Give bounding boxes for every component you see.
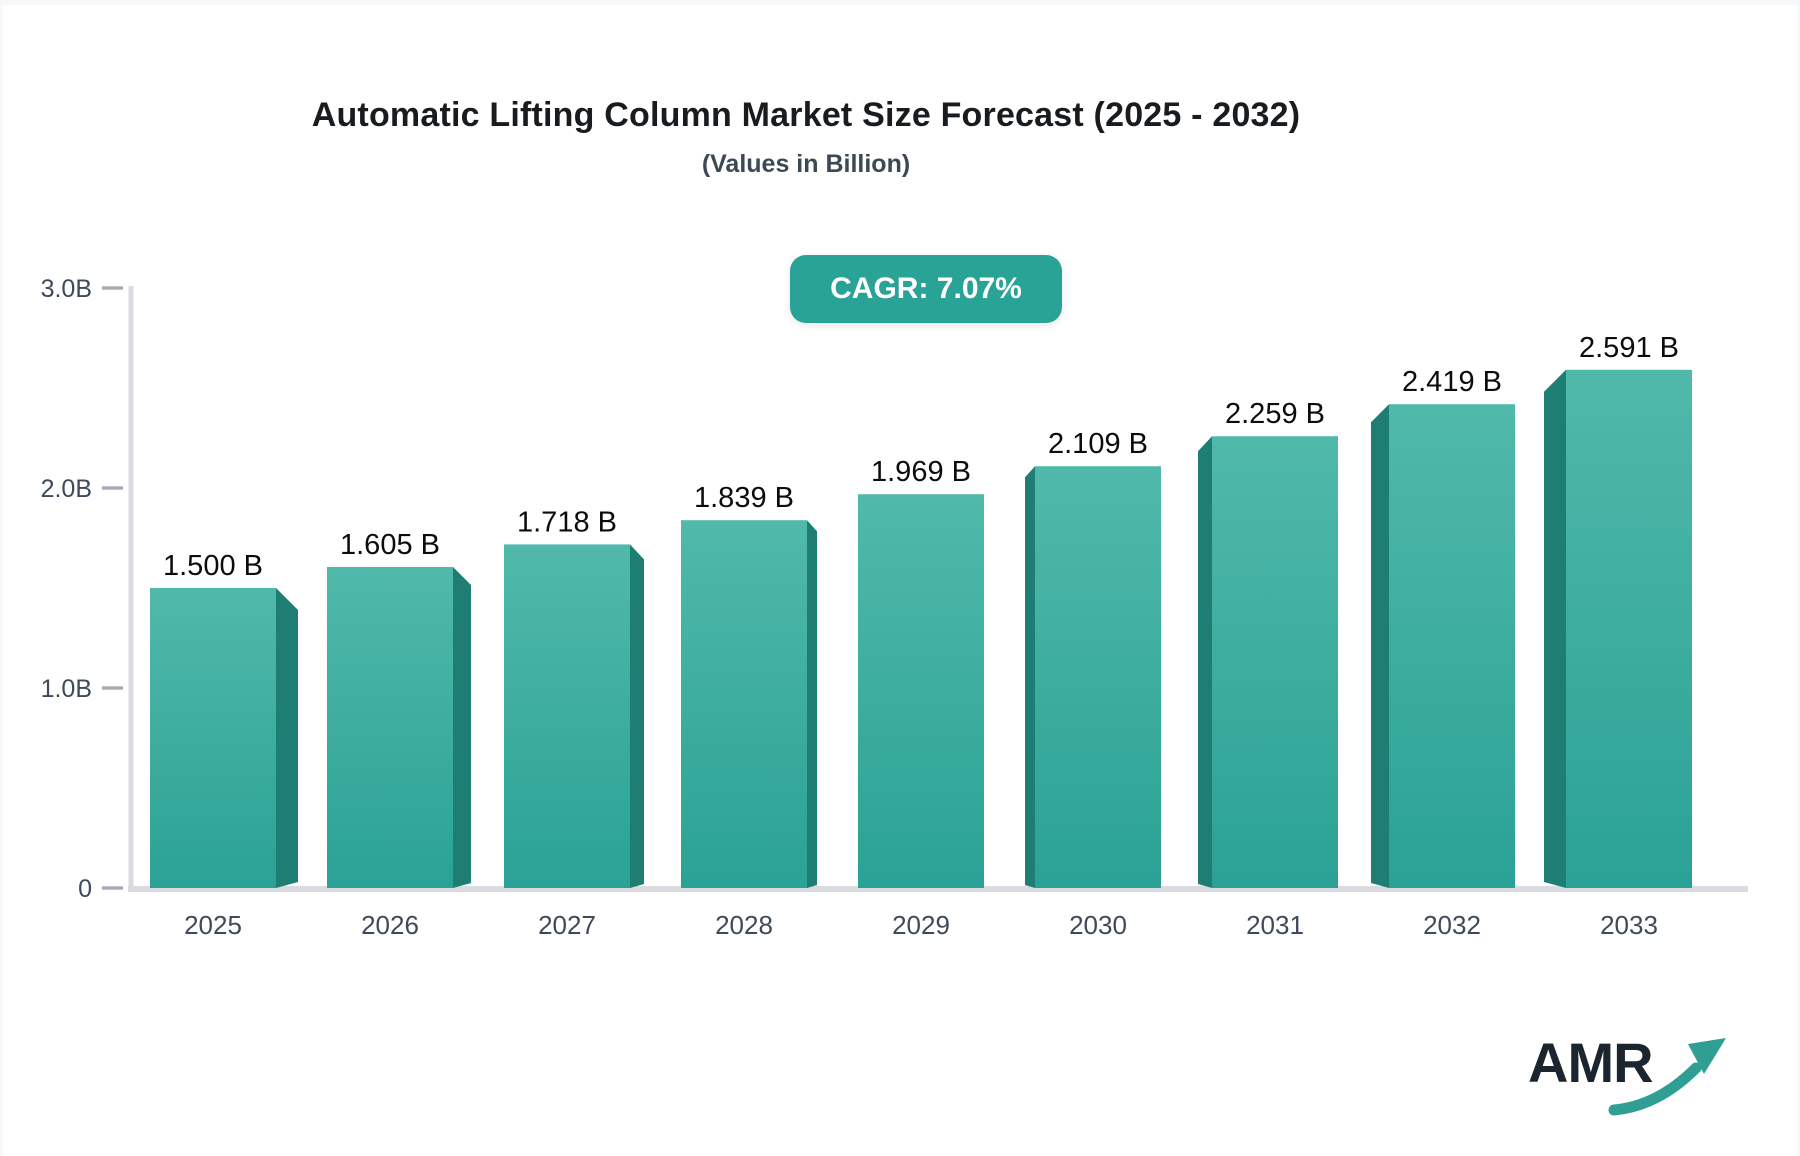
bar-value-label-2028: 1.839 B — [694, 482, 794, 514]
growth-arrow-icon — [1608, 1038, 1726, 1116]
bar-value-label-2025: 1.500 B — [163, 550, 263, 582]
bar-value-label-2029: 1.969 B — [871, 456, 971, 488]
bar-side-2030 — [1025, 466, 1035, 888]
bar-side-2026 — [453, 567, 471, 888]
bar-side-2031 — [1198, 436, 1212, 888]
bar-column-2025 — [150, 588, 276, 888]
y-tick-label: 0 — [78, 875, 92, 903]
bar-column-2029 — [858, 494, 984, 888]
x-tick-label-2032: 2032 — [1423, 910, 1481, 940]
bar-side-2033 — [1544, 369, 1566, 888]
bar-value-label-2033: 2.591 B — [1579, 332, 1679, 364]
chart-title: Automatic Lifting Column Market Size For… — [311, 96, 1301, 134]
x-tick-label-2030: 2030 — [1069, 910, 1127, 940]
cagr-badge-label: CAGR: 7.07% — [830, 272, 1022, 305]
bar-value-label-2032: 2.419 B — [1402, 366, 1502, 398]
bar-value-label-2026: 1.605 B — [340, 529, 440, 561]
bar-side-2028 — [807, 520, 817, 888]
bar-column-2027 — [504, 544, 630, 888]
bar-column-2028 — [681, 520, 807, 888]
x-tick-label-2026: 2026 — [361, 910, 419, 940]
bar-side-2025 — [276, 588, 298, 888]
bar-column-2033 — [1566, 369, 1692, 888]
bar-value-label-2027: 1.718 B — [517, 506, 617, 538]
bar-column-2031 — [1212, 436, 1338, 888]
chart-subtitle: (Values in Billion) — [701, 150, 911, 178]
bar-column-2032 — [1389, 404, 1515, 888]
x-tick-label-2028: 2028 — [715, 910, 773, 940]
x-tick-label-2025: 2025 — [184, 910, 242, 940]
bar-side-2027 — [630, 544, 644, 888]
y-tick-label: 3.0B — [41, 275, 92, 303]
y-tick-label: 1.0B — [41, 675, 92, 703]
x-tick-label-2033: 2033 — [1600, 910, 1658, 940]
x-tick-label-2027: 2027 — [538, 910, 596, 940]
bar-side-2032 — [1371, 404, 1389, 888]
bar-column-2026 — [327, 567, 453, 888]
cagr-badge: CAGR: 7.07% — [790, 255, 1062, 323]
bar-column-2030 — [1035, 466, 1161, 888]
amr-logo-text: AMR — [1528, 1031, 1654, 1094]
y-tick-label: 2.0B — [41, 475, 92, 503]
amr-logo: AMR — [1528, 1022, 1748, 1122]
bar-value-label-2030: 2.109 B — [1048, 428, 1148, 460]
x-tick-label-2031: 2031 — [1246, 910, 1304, 940]
x-tick-label-2029: 2029 — [892, 910, 950, 940]
bar-value-label-2031: 2.259 B — [1225, 398, 1325, 430]
